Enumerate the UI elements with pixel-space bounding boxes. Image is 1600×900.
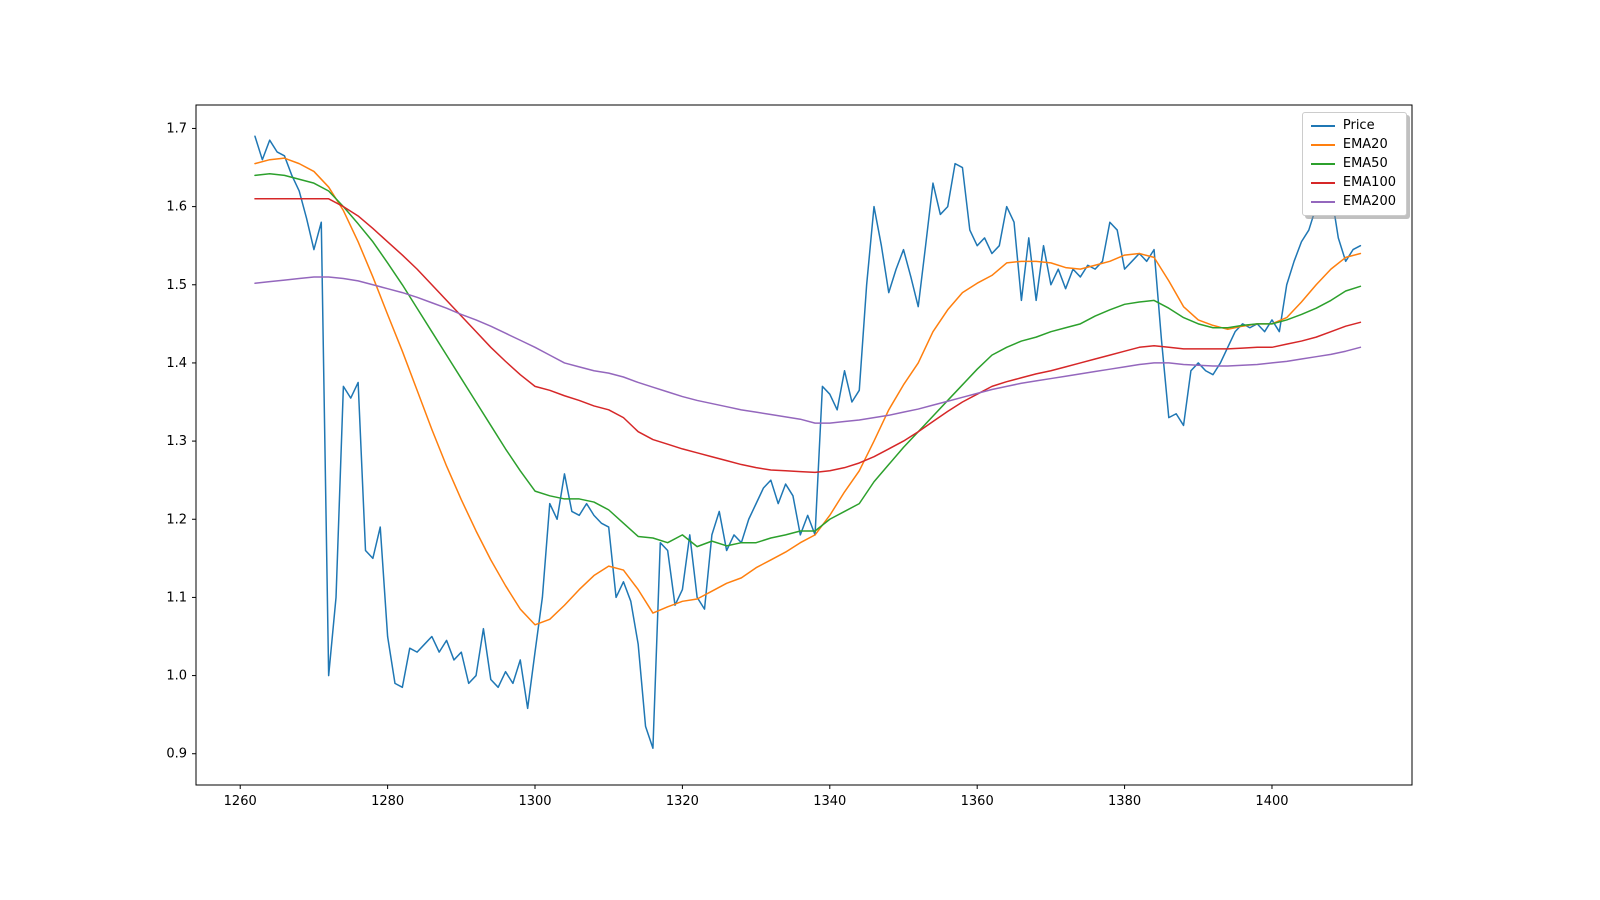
legend-label-ema50: EMA50 bbox=[1342, 156, 1388, 171]
price-line bbox=[254, 135, 1362, 750]
y-tick-label: 1.6 bbox=[166, 200, 187, 215]
ema200-line bbox=[254, 276, 1362, 424]
legend: Price EMA20 EMA50 EMA100 EMA200 bbox=[1301, 112, 1407, 216]
y-tick-label: 1.3 bbox=[166, 434, 187, 449]
legend-label-ema200: EMA200 bbox=[1342, 194, 1396, 209]
legend-label-price: Price bbox=[1342, 118, 1375, 133]
x-tick-label: 1360 bbox=[961, 794, 994, 809]
ema100-line bbox=[254, 198, 1362, 474]
x-tick-label: 1300 bbox=[518, 794, 551, 809]
legend-item-ema20: EMA20 bbox=[1310, 137, 1396, 152]
x-tick-label: 1280 bbox=[371, 794, 404, 809]
y-tick-label: 1.2 bbox=[166, 512, 187, 527]
legend-label-ema100: EMA100 bbox=[1342, 175, 1396, 190]
y-tick-label: 1.5 bbox=[166, 278, 187, 293]
legend-item-price: Price bbox=[1310, 118, 1396, 133]
y-tick-label: 1.4 bbox=[166, 356, 187, 371]
legend-swatch-price bbox=[1310, 124, 1335, 127]
legend-swatch-ema50 bbox=[1310, 162, 1335, 165]
legend-item-ema50: EMA50 bbox=[1310, 156, 1396, 171]
x-tick-label: 1320 bbox=[666, 794, 699, 809]
x-tick-label: 1380 bbox=[1108, 794, 1141, 809]
x-tick-label: 1340 bbox=[813, 794, 846, 809]
ema50-line bbox=[254, 173, 1362, 548]
legend-swatch-ema100 bbox=[1310, 181, 1335, 184]
x-tick-label: 1260 bbox=[224, 794, 257, 809]
legend-label-ema20: EMA20 bbox=[1342, 137, 1388, 152]
plot-border bbox=[195, 104, 1413, 786]
legend-swatch-ema200 bbox=[1310, 200, 1335, 203]
y-tick-label: 1.7 bbox=[166, 121, 187, 136]
y-tick-label: 1.0 bbox=[166, 669, 187, 684]
legend-item-ema200: EMA200 bbox=[1310, 194, 1396, 209]
legend-item-ema100: EMA100 bbox=[1310, 175, 1396, 190]
legend-swatch-ema20 bbox=[1310, 143, 1335, 146]
ema20-line bbox=[254, 157, 1362, 626]
x-tick-label: 1400 bbox=[1255, 794, 1288, 809]
y-tick-label: 0.9 bbox=[166, 747, 187, 762]
y-tick-label: 1.1 bbox=[166, 590, 187, 605]
